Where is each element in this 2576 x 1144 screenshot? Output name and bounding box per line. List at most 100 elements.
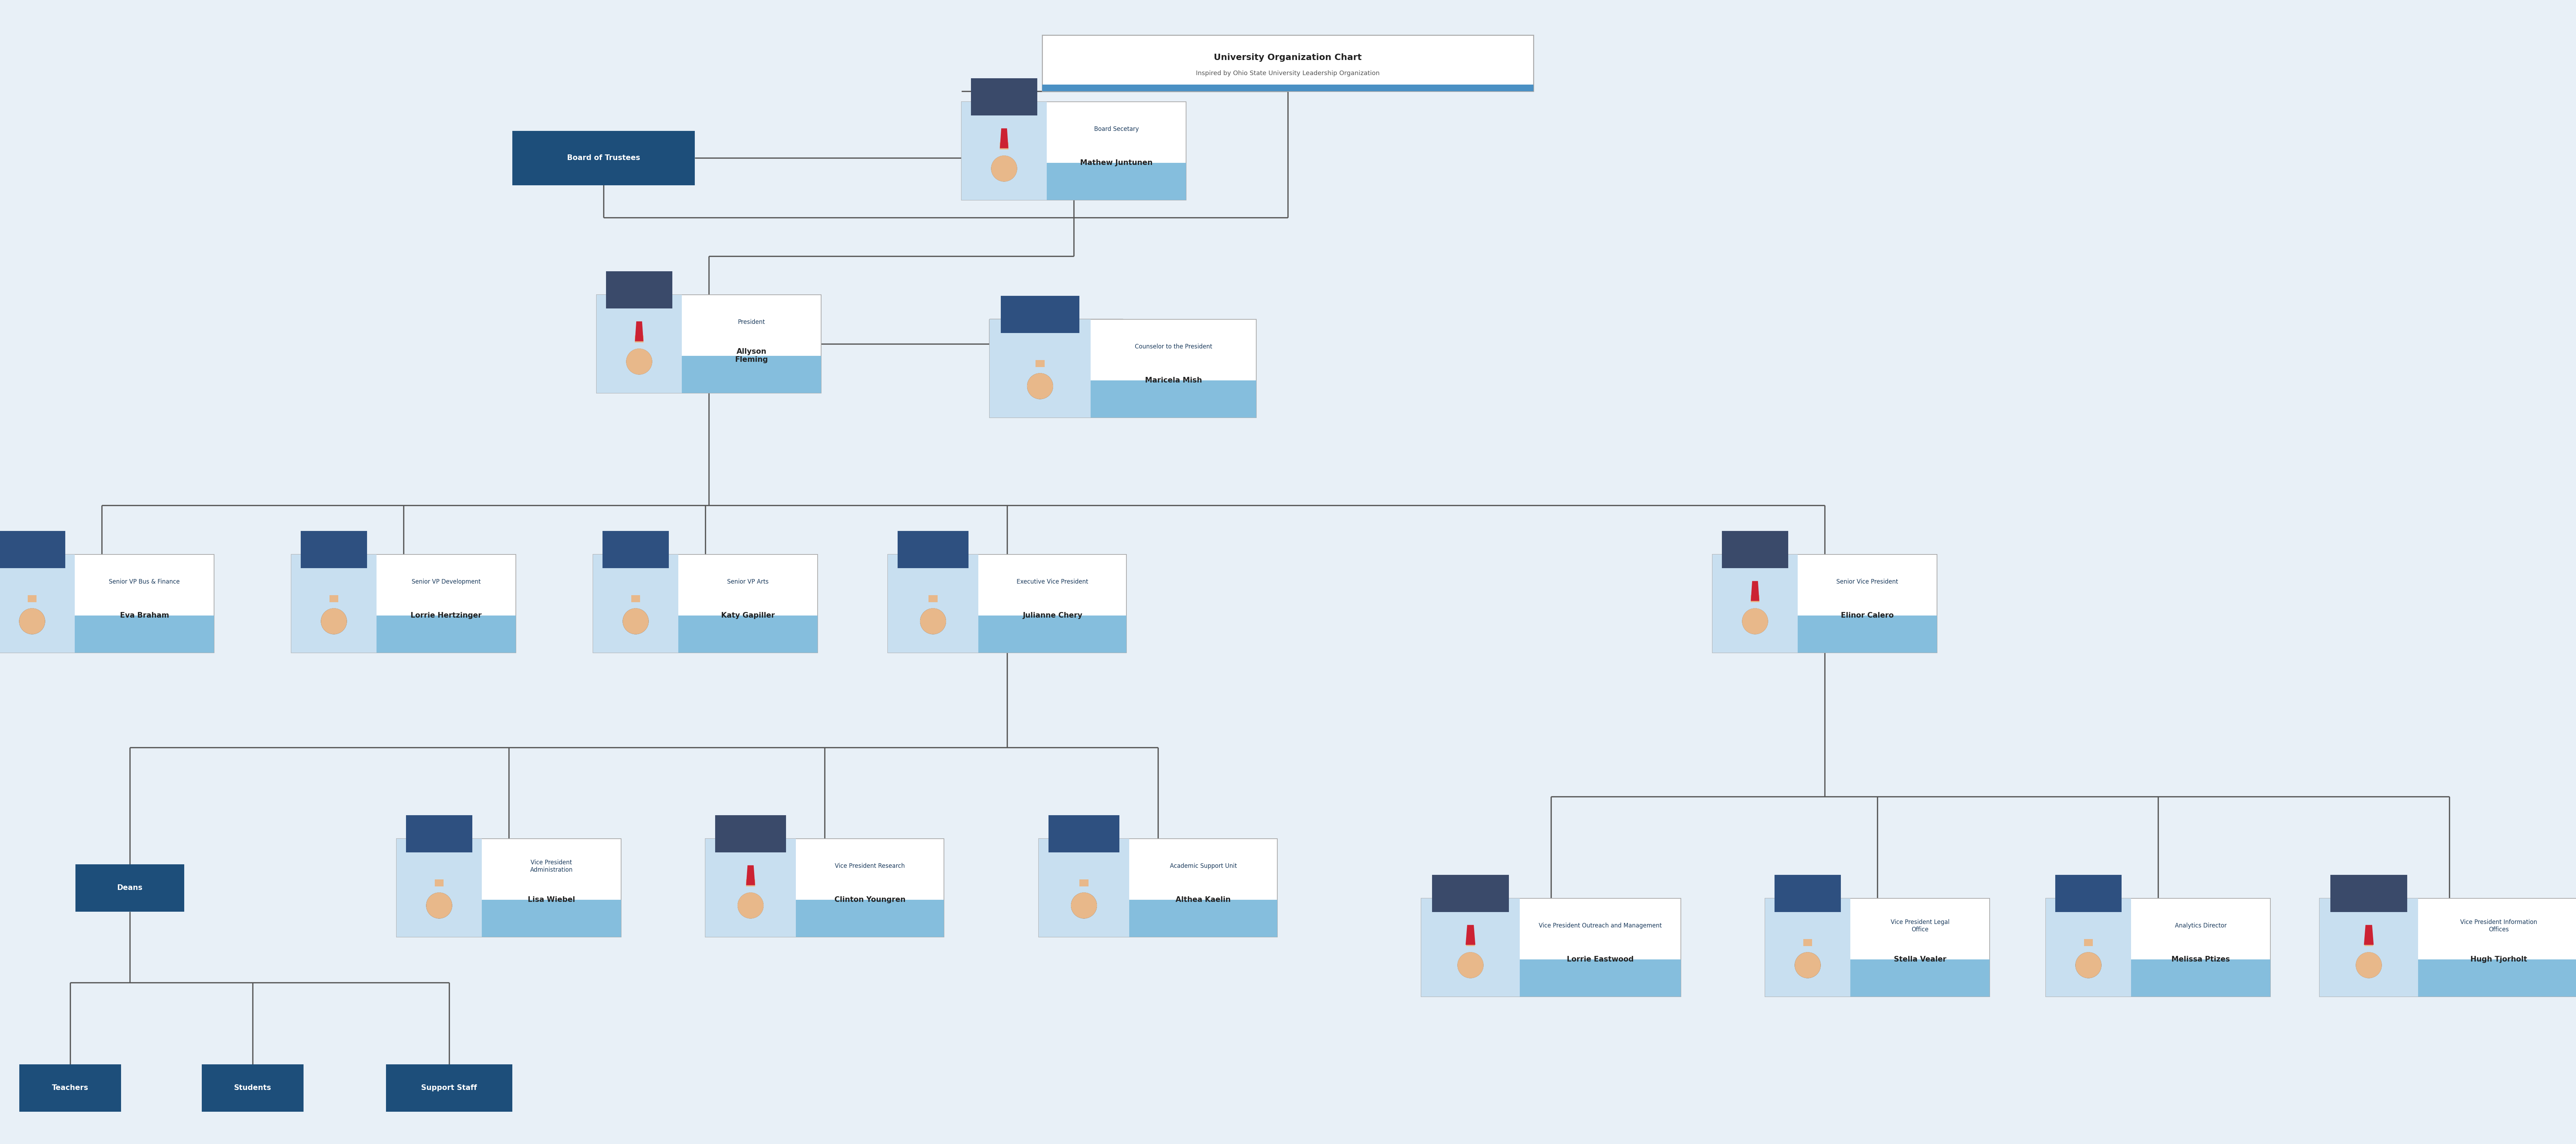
Bar (1422, 898, 1680, 996)
Bar (291, 555, 515, 653)
Bar (1798, 615, 1937, 653)
Bar (899, 531, 969, 569)
Bar (2084, 939, 2092, 946)
Circle shape (623, 609, 649, 634)
Bar (927, 595, 938, 602)
Text: Support Staff: Support Staff (422, 1085, 477, 1091)
Bar (435, 880, 443, 887)
Bar (1036, 360, 1043, 367)
Text: Inspired by Ohio State University Leadership Organization: Inspired by Ohio State University Leader… (1195, 70, 1381, 77)
Text: Vice President
Administration: Vice President Administration (531, 859, 572, 873)
Bar (999, 296, 1079, 333)
Text: Melissa Ptizes: Melissa Ptizes (2172, 955, 2231, 963)
Bar (796, 899, 943, 937)
Circle shape (21, 609, 44, 634)
Circle shape (739, 892, 762, 914)
Bar (2130, 960, 2269, 996)
Text: Mathew Juntunen: Mathew Juntunen (1079, 159, 1151, 166)
Text: Board Secetary: Board Secetary (1095, 126, 1139, 133)
Text: Students: Students (234, 1085, 270, 1091)
Text: Executive Vice President: Executive Vice President (1018, 579, 1087, 585)
Polygon shape (999, 128, 1007, 148)
Bar (989, 319, 1090, 418)
Bar (75, 615, 214, 653)
Bar (2331, 875, 2406, 912)
Bar (28, 595, 36, 602)
Circle shape (1028, 373, 1054, 399)
Bar (1803, 939, 1811, 946)
Text: Teachers: Teachers (52, 1085, 88, 1091)
Bar (2365, 939, 2372, 946)
Circle shape (1741, 609, 1767, 634)
Circle shape (2357, 953, 2383, 978)
Bar (1079, 880, 1090, 887)
Polygon shape (1752, 581, 1759, 601)
Text: Vice President Outreach and Management: Vice President Outreach and Management (1538, 923, 1662, 929)
Bar (598, 295, 683, 394)
Bar (1048, 816, 1118, 852)
Bar (1721, 531, 1788, 569)
Circle shape (626, 609, 647, 630)
Circle shape (1028, 373, 1054, 399)
Circle shape (322, 609, 348, 634)
Bar (376, 615, 515, 653)
Bar (598, 295, 822, 394)
Bar (18, 1064, 121, 1112)
Bar (2318, 898, 2576, 996)
Text: Elinor Calero: Elinor Calero (1842, 612, 1893, 619)
Text: Deans: Deans (116, 884, 142, 891)
Bar (677, 615, 817, 653)
Text: Althea Kaelin: Althea Kaelin (1175, 896, 1231, 903)
Bar (979, 615, 1126, 653)
Text: Senior VP Development: Senior VP Development (412, 579, 482, 585)
Polygon shape (747, 866, 755, 885)
Bar (683, 356, 822, 394)
Text: Lisa Wiebel: Lisa Wiebel (528, 896, 574, 903)
Circle shape (1458, 953, 1484, 978)
Bar (961, 102, 1185, 200)
Bar (1850, 960, 1989, 996)
Text: Allyson
Fleming: Allyson Fleming (734, 348, 768, 364)
Circle shape (322, 609, 345, 630)
Circle shape (21, 609, 44, 634)
Circle shape (737, 892, 762, 919)
Bar (1043, 85, 1533, 92)
Circle shape (1072, 892, 1097, 919)
Circle shape (428, 892, 451, 919)
Bar (386, 1064, 513, 1112)
Text: Julianne Chery: Julianne Chery (1023, 612, 1082, 619)
Bar (1432, 875, 1510, 912)
Bar (75, 864, 185, 912)
Polygon shape (2365, 925, 2372, 945)
Circle shape (21, 609, 44, 630)
Circle shape (920, 609, 945, 634)
Bar (592, 555, 677, 653)
Text: Lorrie Eastwood: Lorrie Eastwood (1566, 955, 1633, 963)
Bar (301, 531, 368, 569)
Bar (634, 335, 644, 342)
Circle shape (1030, 373, 1051, 395)
Text: Vice President Research: Vice President Research (835, 863, 904, 869)
Bar (706, 839, 796, 937)
Bar (397, 839, 482, 937)
Bar (706, 839, 943, 937)
Circle shape (920, 609, 945, 634)
Circle shape (2357, 953, 2380, 974)
Circle shape (428, 892, 451, 919)
Circle shape (626, 349, 652, 374)
Bar (989, 319, 1257, 418)
Bar (2419, 960, 2576, 996)
Text: Stella Vealer: Stella Vealer (1893, 955, 1947, 963)
Bar (971, 78, 1038, 116)
Circle shape (1798, 953, 1819, 974)
Bar (2056, 875, 2123, 912)
Text: Eva Braham: Eva Braham (121, 612, 170, 619)
Circle shape (992, 156, 1018, 182)
Text: Academic Support Unit: Academic Support Unit (1170, 863, 1236, 869)
Circle shape (428, 892, 451, 914)
Circle shape (1795, 953, 1821, 978)
Circle shape (1074, 892, 1095, 914)
Bar (482, 899, 621, 937)
Circle shape (922, 609, 943, 630)
Circle shape (629, 349, 649, 371)
